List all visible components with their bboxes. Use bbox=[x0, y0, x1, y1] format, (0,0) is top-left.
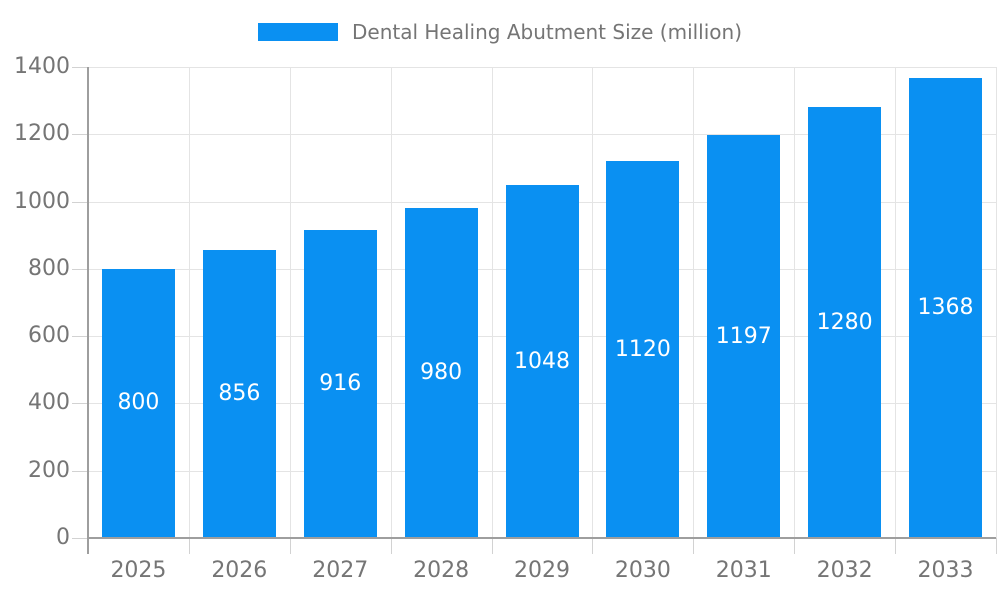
bar-value-label: 1048 bbox=[514, 348, 570, 374]
y-axis-line bbox=[87, 67, 89, 554]
x-axis-tick bbox=[794, 538, 796, 554]
y-axis-label: 800 bbox=[28, 255, 70, 281]
x-axis-label: 2030 bbox=[614, 558, 671, 583]
legend-swatch[interactable] bbox=[257, 23, 338, 41]
bar-2027[interactable]: 916 bbox=[303, 229, 377, 538]
y-axis-label: 600 bbox=[28, 323, 70, 349]
bar-2028[interactable]: 980 bbox=[404, 208, 478, 538]
gridline-vertical bbox=[794, 67, 796, 538]
y-axis-tick bbox=[72, 268, 88, 270]
gridline-horizontal bbox=[88, 67, 996, 68]
gridline-vertical bbox=[188, 67, 190, 538]
bar-2033[interactable]: 1368 bbox=[909, 77, 983, 538]
y-axis-tick bbox=[72, 403, 88, 405]
x-axis-tick bbox=[592, 538, 594, 554]
bar-2032[interactable]: 1280 bbox=[808, 107, 882, 538]
y-axis-label: 1400 bbox=[14, 54, 70, 79]
gridline-vertical bbox=[996, 67, 997, 538]
bar-2031[interactable]: 1197 bbox=[707, 135, 781, 538]
bar-value-label: 1280 bbox=[816, 309, 873, 335]
bar-value-label: 916 bbox=[319, 370, 362, 396]
gridline-vertical bbox=[491, 67, 493, 538]
x-axis-tick bbox=[289, 538, 291, 554]
x-axis-label: 2025 bbox=[110, 558, 167, 583]
y-axis-tick bbox=[72, 470, 88, 472]
y-axis-label: 400 bbox=[28, 390, 70, 416]
bar-value-label: 1120 bbox=[614, 336, 671, 362]
x-axis-tick bbox=[693, 538, 695, 554]
bar-value-label: 800 bbox=[117, 390, 160, 416]
x-axis-label: 2029 bbox=[513, 558, 570, 583]
x-axis-tick bbox=[491, 538, 493, 554]
bar-value-label: 1368 bbox=[917, 294, 974, 320]
bar-2026[interactable]: 856 bbox=[202, 250, 276, 538]
x-axis-label: 2032 bbox=[816, 558, 873, 583]
y-axis-tick bbox=[72, 134, 88, 136]
bar-2029[interactable]: 1048 bbox=[505, 185, 579, 538]
y-axis-label: 1000 bbox=[14, 188, 70, 214]
gridline-vertical bbox=[289, 67, 291, 538]
x-axis-tick bbox=[895, 538, 897, 554]
gridline-vertical bbox=[592, 67, 594, 538]
y-axis-tick bbox=[72, 201, 88, 203]
legend-label: Dental Healing Abutment Size (million) bbox=[351, 20, 743, 44]
y-axis-label: 0 bbox=[56, 525, 70, 550]
x-axis-tick bbox=[996, 538, 997, 554]
bar-value-label: 856 bbox=[218, 381, 261, 406]
x-axis-label: 2027 bbox=[312, 558, 369, 583]
y-axis-tick bbox=[72, 67, 88, 68]
bar-2025[interactable]: 800 bbox=[101, 268, 175, 538]
x-axis-tick bbox=[390, 538, 392, 554]
bar-value-label: 1197 bbox=[715, 323, 772, 349]
x-axis-label: 2031 bbox=[715, 558, 772, 583]
bar-value-label: 980 bbox=[420, 360, 463, 386]
legend[interactable]: Dental Healing Abutment Size (million) bbox=[0, 20, 1000, 44]
x-axis-label: 2028 bbox=[413, 558, 470, 583]
x-axis-label: 2033 bbox=[917, 558, 974, 583]
gridline-horizontal bbox=[88, 134, 996, 136]
x-axis-label: 2026 bbox=[211, 558, 268, 583]
gridline-vertical bbox=[693, 67, 695, 538]
y-axis-label: 1200 bbox=[14, 121, 70, 147]
y-axis-tick bbox=[72, 336, 88, 338]
y-axis-label: 200 bbox=[28, 457, 70, 483]
gridline-vertical bbox=[390, 67, 392, 538]
gridline-vertical bbox=[895, 67, 897, 538]
y-axis-tick bbox=[72, 538, 88, 539]
x-axis-line bbox=[88, 537, 996, 539]
bar-2030[interactable]: 1120 bbox=[606, 161, 680, 538]
x-axis-tick bbox=[188, 538, 190, 554]
